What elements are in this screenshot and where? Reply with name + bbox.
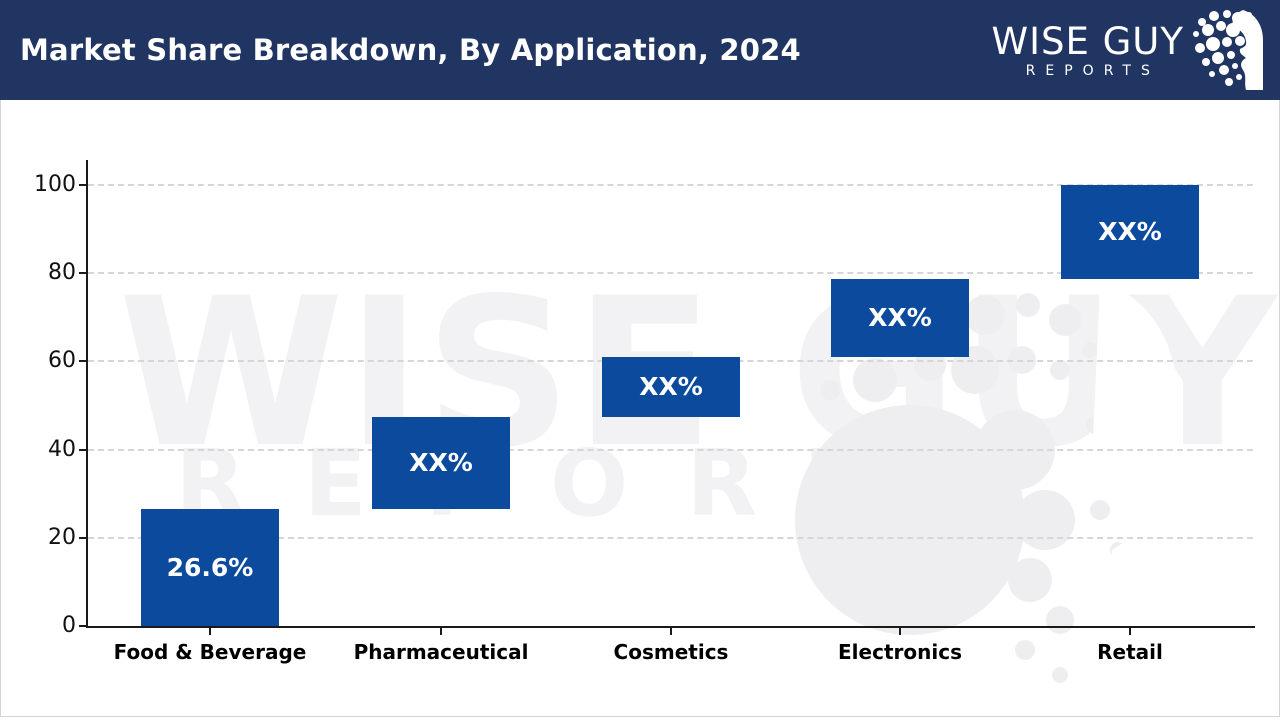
x-category-label: Cosmetics	[613, 640, 729, 664]
y-tick	[79, 536, 87, 539]
y-tick-label: 20	[48, 524, 76, 550]
x-tick	[440, 628, 442, 635]
gridline-y-40	[88, 448, 1253, 451]
x-tick	[899, 628, 901, 635]
logo-line2: REPORTS	[1025, 62, 1160, 79]
y-tick-label: 40	[48, 436, 76, 462]
y-axis-line	[86, 160, 88, 627]
x-tick	[1129, 628, 1131, 635]
x-category-label: Electronics	[838, 640, 962, 664]
y-tick	[79, 272, 87, 275]
x-tick	[209, 628, 211, 635]
y-tick-label: 80	[48, 260, 76, 286]
logo-wordmark: WISE GUY REPORTS	[992, 23, 1184, 78]
bar-value-label: XX%	[1098, 217, 1162, 247]
bar-electronics: XX%	[831, 278, 969, 357]
logo-line1: WISE GUY	[991, 19, 1184, 63]
bar-value-label: XX%	[409, 448, 473, 478]
x-category-label: Pharmaceutical	[353, 640, 529, 664]
bar-value-label: XX%	[868, 303, 932, 333]
gridline-y-20	[88, 536, 1253, 539]
gridline-y-80	[88, 272, 1253, 275]
bar-value-label: 26.6%	[166, 552, 254, 582]
chart: 0 20 40 60 80 100 26.6% Food & Beverage XX% Pharm…	[0, 100, 1280, 720]
y-tick	[79, 448, 87, 451]
page-title: Market Share Breakdown, By Application, …	[20, 33, 801, 67]
y-tick	[79, 184, 87, 186]
header: Market Share Breakdown, By Application, …	[0, 0, 1280, 100]
y-tick-label: 60	[48, 348, 76, 374]
logo: WISE GUY REPORTS	[992, 8, 1266, 92]
x-category-label: Food & Beverage	[113, 640, 307, 664]
bar-food-beverage: 26.6%	[141, 508, 279, 626]
y-tick-label: 0	[62, 613, 76, 638]
x-tick	[670, 628, 672, 635]
x-category-label: Retail	[1097, 640, 1163, 664]
bar-pharmaceutical: XX%	[372, 416, 510, 509]
wise-guy-head-icon	[1193, 10, 1263, 90]
x-axis-line	[86, 626, 1255, 628]
y-tick	[79, 625, 87, 627]
y-tick	[79, 360, 87, 363]
bar-retail: XX%	[1061, 185, 1199, 279]
y-tick-label: 100	[34, 172, 76, 197]
bar-value-label: XX%	[639, 372, 703, 402]
bar-cosmetics: XX%	[602, 356, 740, 417]
gridline-y-100	[88, 184, 1253, 186]
